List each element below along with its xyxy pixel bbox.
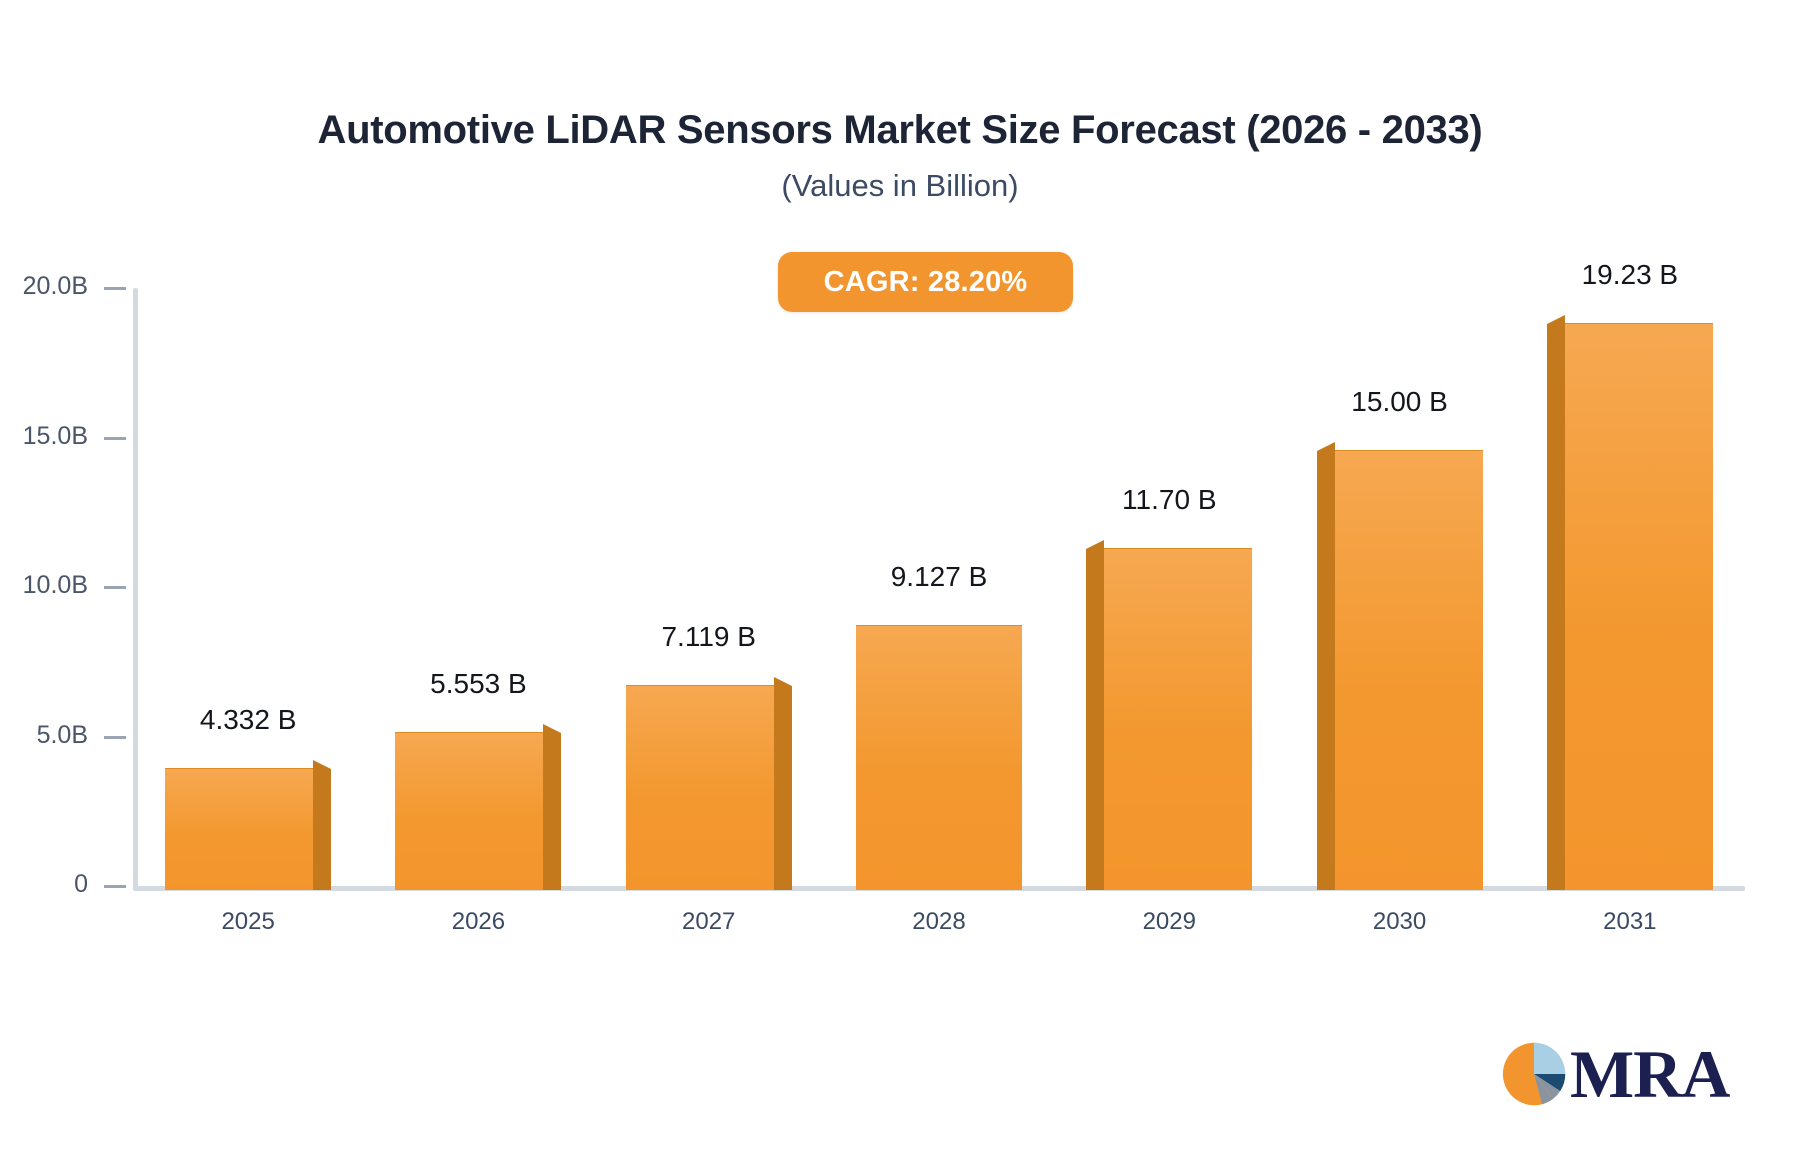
bar-top-bevel [1086,540,1105,550]
x-axis-tick-label: 2027 [682,908,736,935]
y-axis-tick-label: 20.0B [22,272,88,300]
bar-front-face [395,731,544,890]
bar-2028 [856,617,1022,890]
y-axis-tick [104,586,126,589]
bar-front-face [1564,323,1713,890]
cagr-badge: CAGR: 28.20% [778,252,1073,312]
y-axis-tick [104,735,126,739]
bar-top-bevel [1316,441,1335,451]
bar-value-label: 11.70 B [1122,484,1217,516]
bar-side-face [543,732,562,890]
y-axis-tick-label: 0 [74,870,88,898]
bar-side-face [1086,549,1105,890]
bar-front-face [165,768,314,890]
bar-side-face [313,769,332,890]
bar-side-face [1546,324,1565,890]
bar-2031 [1546,315,1713,890]
bar-2030 [1316,441,1483,890]
pie-chart-icon [1502,1042,1566,1106]
bar-front-face [1334,449,1483,890]
bar-2026 [395,723,562,890]
bar-2029 [1086,540,1253,890]
bar-value-label: 15.00 B [1351,385,1448,417]
y-axis-line [133,288,138,890]
bar-top-bevel [543,723,562,733]
y-axis-tick [104,885,126,888]
bar-value-label: 5.553 B [430,667,527,699]
y-axis-tick-label: 5.0B [36,720,88,749]
bar-value-label: 7.119 B [661,621,756,653]
bar-value-label: 9.127 B [890,561,988,593]
bar-front-face [1104,548,1253,890]
mra-logo: MRA [1500,1032,1730,1116]
logo-wordmark: MRA [1570,1036,1730,1112]
bar-value-label: 19.23 B [1581,259,1679,291]
bar-value-label: 4.332 B [199,704,297,736]
y-axis-tick-label: 15.0B [22,421,88,450]
bar-front-face [856,625,1022,890]
y-axis-tick-label: 10.0B [22,571,88,599]
cagr-badge-label: CAGR: 28.20% [823,265,1028,298]
chart-subtitle: (Values in Billion) [781,168,1019,203]
bar-2027 [625,677,792,890]
bar-top-bevel [1546,315,1565,325]
x-axis-tick-label: 2028 [912,908,966,935]
bar-side-face [1316,450,1335,890]
bar-top-bevel [313,760,332,770]
page-title: Automotive LiDAR Sensors Market Size For… [317,108,1483,152]
x-axis-tick-label: 2025 [221,908,275,935]
x-axis-tick-label: 2029 [1142,908,1196,935]
bar-front-face [625,685,774,890]
bar-2025 [165,760,332,890]
x-axis-tick-label: 2030 [1372,908,1427,935]
bar-side-face [773,686,792,890]
x-axis-tick-label: 2026 [451,908,506,935]
y-axis-tick [104,287,126,290]
y-axis-tick [104,436,126,440]
x-axis-tick-label: 2031 [1603,908,1657,935]
bar-top-bevel [773,677,792,687]
